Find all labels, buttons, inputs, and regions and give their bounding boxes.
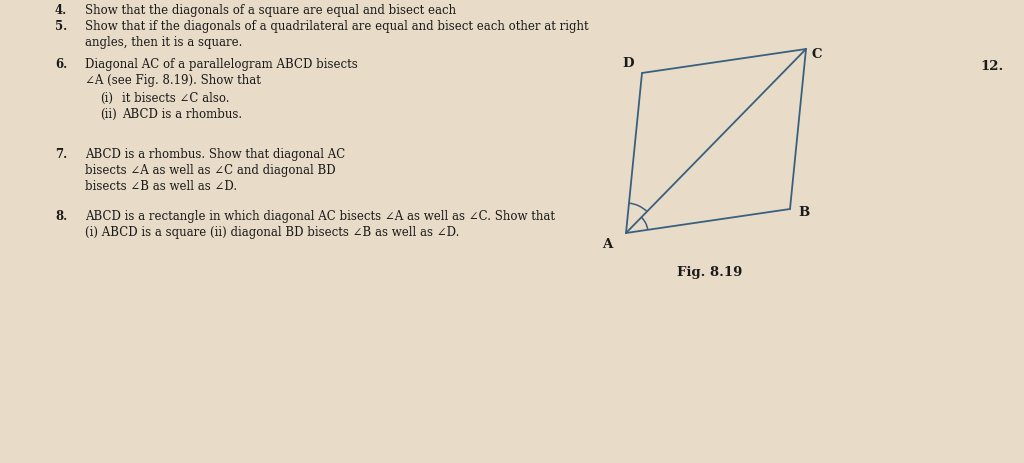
Text: 8.: 8. xyxy=(55,210,68,223)
Text: Fig. 8.19: Fig. 8.19 xyxy=(677,265,742,278)
Text: (i): (i) xyxy=(100,92,113,105)
Text: D: D xyxy=(623,57,634,70)
Text: (i) ABCD is a square (ii) diagonal BD bisects ∠B as well as ∠D.: (i) ABCD is a square (ii) diagonal BD bi… xyxy=(85,225,460,238)
Text: 5.: 5. xyxy=(55,20,68,33)
Text: ABCD is a rectangle in which diagonal AC bisects ∠A as well as ∠C. Show that: ABCD is a rectangle in which diagonal AC… xyxy=(85,210,555,223)
Text: Show that if the diagonals of a quadrilateral are equal and bisect each other at: Show that if the diagonals of a quadrila… xyxy=(85,20,589,33)
Text: 12.: 12. xyxy=(980,60,1004,73)
Text: it bisects ∠C also.: it bisects ∠C also. xyxy=(122,92,229,105)
Text: ABCD is a rhombus. Show that diagonal AC: ABCD is a rhombus. Show that diagonal AC xyxy=(85,148,345,161)
Text: Diagonal AC of a parallelogram ABCD bisects: Diagonal AC of a parallelogram ABCD bise… xyxy=(85,58,357,71)
Text: bisects ∠A as well as ∠C and diagonal BD: bisects ∠A as well as ∠C and diagonal BD xyxy=(85,163,336,176)
Text: B: B xyxy=(798,205,809,218)
Text: (ii): (ii) xyxy=(100,108,117,121)
Text: 4.: 4. xyxy=(55,4,68,17)
Text: bisects ∠B as well as ∠D.: bisects ∠B as well as ∠D. xyxy=(85,180,238,193)
Text: angles, then it is a square.: angles, then it is a square. xyxy=(85,36,243,49)
Text: A: A xyxy=(602,238,612,250)
Text: ∠A (see Fig. 8.19). Show that: ∠A (see Fig. 8.19). Show that xyxy=(85,74,261,87)
Text: 7.: 7. xyxy=(55,148,68,161)
Text: 6.: 6. xyxy=(55,58,68,71)
Text: ABCD is a rhombus.: ABCD is a rhombus. xyxy=(122,108,242,121)
Text: C: C xyxy=(812,48,822,61)
Text: Show that the diagonals of a square are equal and bisect each: Show that the diagonals of a square are … xyxy=(85,4,456,17)
